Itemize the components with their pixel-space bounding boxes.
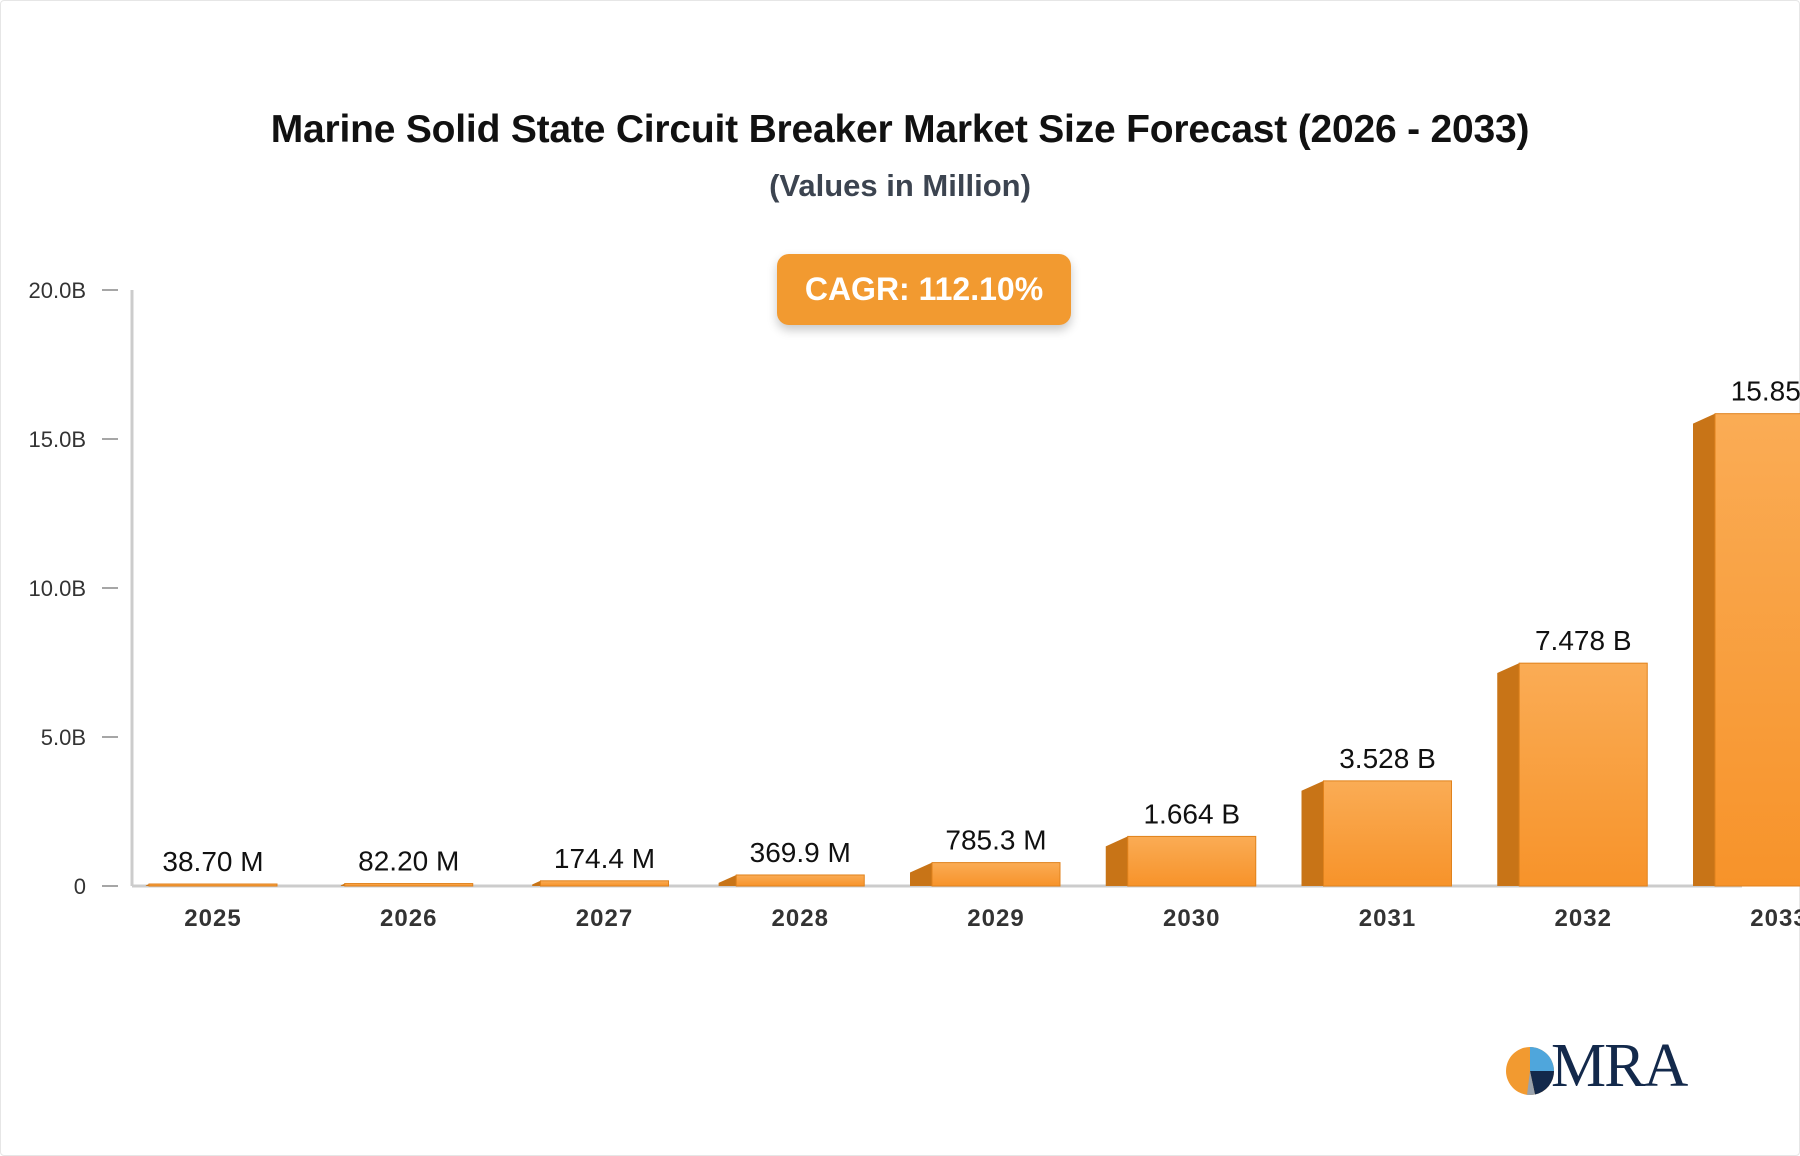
bar-2026 <box>344 883 474 887</box>
bar-side-2031 <box>1301 780 1324 886</box>
bar-value-label: 785.3 M <box>945 825 1046 856</box>
x-tick-label: 2030 <box>1163 905 1220 932</box>
bar-2025 <box>148 883 278 887</box>
x-tick-label: 2026 <box>380 905 437 932</box>
bar-2027 <box>540 880 669 887</box>
bar-value-label: 1.664 B <box>1143 798 1240 829</box>
bar-2029 <box>931 862 1061 887</box>
x-tick-label: 2032 <box>1555 905 1612 932</box>
logo-text: MRA <box>1551 1032 1688 1100</box>
bar-value-label: 38.70 M <box>162 846 263 877</box>
chart-bars <box>145 413 1800 887</box>
bar-value-label: 369.9 M <box>750 837 851 868</box>
x-tick-label: 2033 <box>1750 905 1800 932</box>
bar-2033 <box>1714 413 1800 887</box>
chart-subtitle: (Values in Million) <box>769 168 1031 203</box>
pie-logo-icon <box>1506 1047 1554 1096</box>
y-tick-label: 20.0B <box>29 278 87 303</box>
bar-side-2028 <box>718 874 737 886</box>
bar-value-label: 174.4 M <box>554 843 655 874</box>
bar-side-2030 <box>1105 836 1128 886</box>
bar-value-label: 82.20 M <box>358 846 459 877</box>
bar-side-2032 <box>1497 663 1520 886</box>
bar-value-label: 3.528 B <box>1339 743 1436 774</box>
y-tick-label: 5.0B <box>41 725 86 750</box>
mra-logo: MRA <box>1505 1034 1695 1098</box>
bar-side-2027 <box>532 880 541 886</box>
bar-side-2025 <box>145 884 149 886</box>
y-tick-label: 0 <box>74 874 86 899</box>
y-tick-label: 10.0B <box>29 576 87 601</box>
x-tick-label: 2027 <box>576 905 633 932</box>
y-tick-label: 15.0B <box>29 427 87 452</box>
chart-labels: 38.70 M 2025 82.20 M 2026 174.4 M 2027 369.9 M… <box>162 376 1800 932</box>
x-tick-label: 2028 <box>772 905 829 932</box>
bar-value-label: 15.85 B <box>1731 376 1800 407</box>
x-tick-label: 2029 <box>967 905 1024 932</box>
bar-2032 <box>1518 662 1648 887</box>
bar-2031 <box>1323 780 1452 887</box>
x-tick-label: 2031 <box>1359 905 1416 932</box>
x-tick-label: 2025 <box>184 905 241 932</box>
bar-side-2029 <box>910 862 932 886</box>
bar-side-2026 <box>340 883 345 886</box>
chart-axes: 0 5.0B 10.0B 15.0B 20.0B <box>29 278 1742 899</box>
bar-2028 <box>735 874 865 887</box>
chart-title: Marine Solid State Circuit Breaker Marke… <box>270 108 1530 151</box>
bar-2030 <box>1127 835 1257 887</box>
bar-value-label: 7.478 B <box>1535 625 1632 656</box>
cagr-badge: CAGR: 112.10% <box>777 254 1071 325</box>
bar-side-2033 <box>1693 413 1715 886</box>
